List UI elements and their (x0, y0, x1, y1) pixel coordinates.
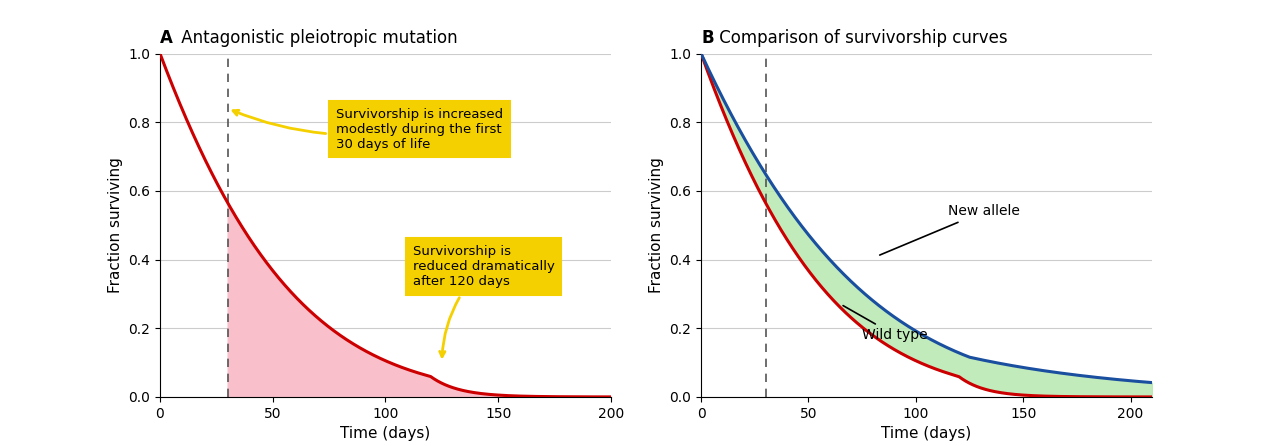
X-axis label: Time (days): Time (days) (882, 426, 972, 441)
Text: Survivorship is increased
modestly during the first
30 days of life: Survivorship is increased modestly durin… (233, 107, 503, 151)
Text: New allele: New allele (879, 205, 1020, 255)
Text: B: B (701, 29, 714, 47)
X-axis label: Time (days): Time (days) (340, 426, 430, 441)
Y-axis label: Fraction surviving: Fraction surviving (649, 157, 664, 293)
Text: Comparison of survivorship curves: Comparison of survivorship curves (714, 29, 1007, 47)
Text: Survivorship is
reduced dramatically
after 120 days: Survivorship is reduced dramatically aft… (412, 245, 554, 357)
Text: Wild type: Wild type (844, 306, 928, 342)
Y-axis label: Fraction surviving: Fraction surviving (108, 157, 123, 293)
Text: A: A (160, 29, 173, 47)
Text: Antagonistic pleiotropic mutation: Antagonistic pleiotropic mutation (175, 29, 457, 47)
